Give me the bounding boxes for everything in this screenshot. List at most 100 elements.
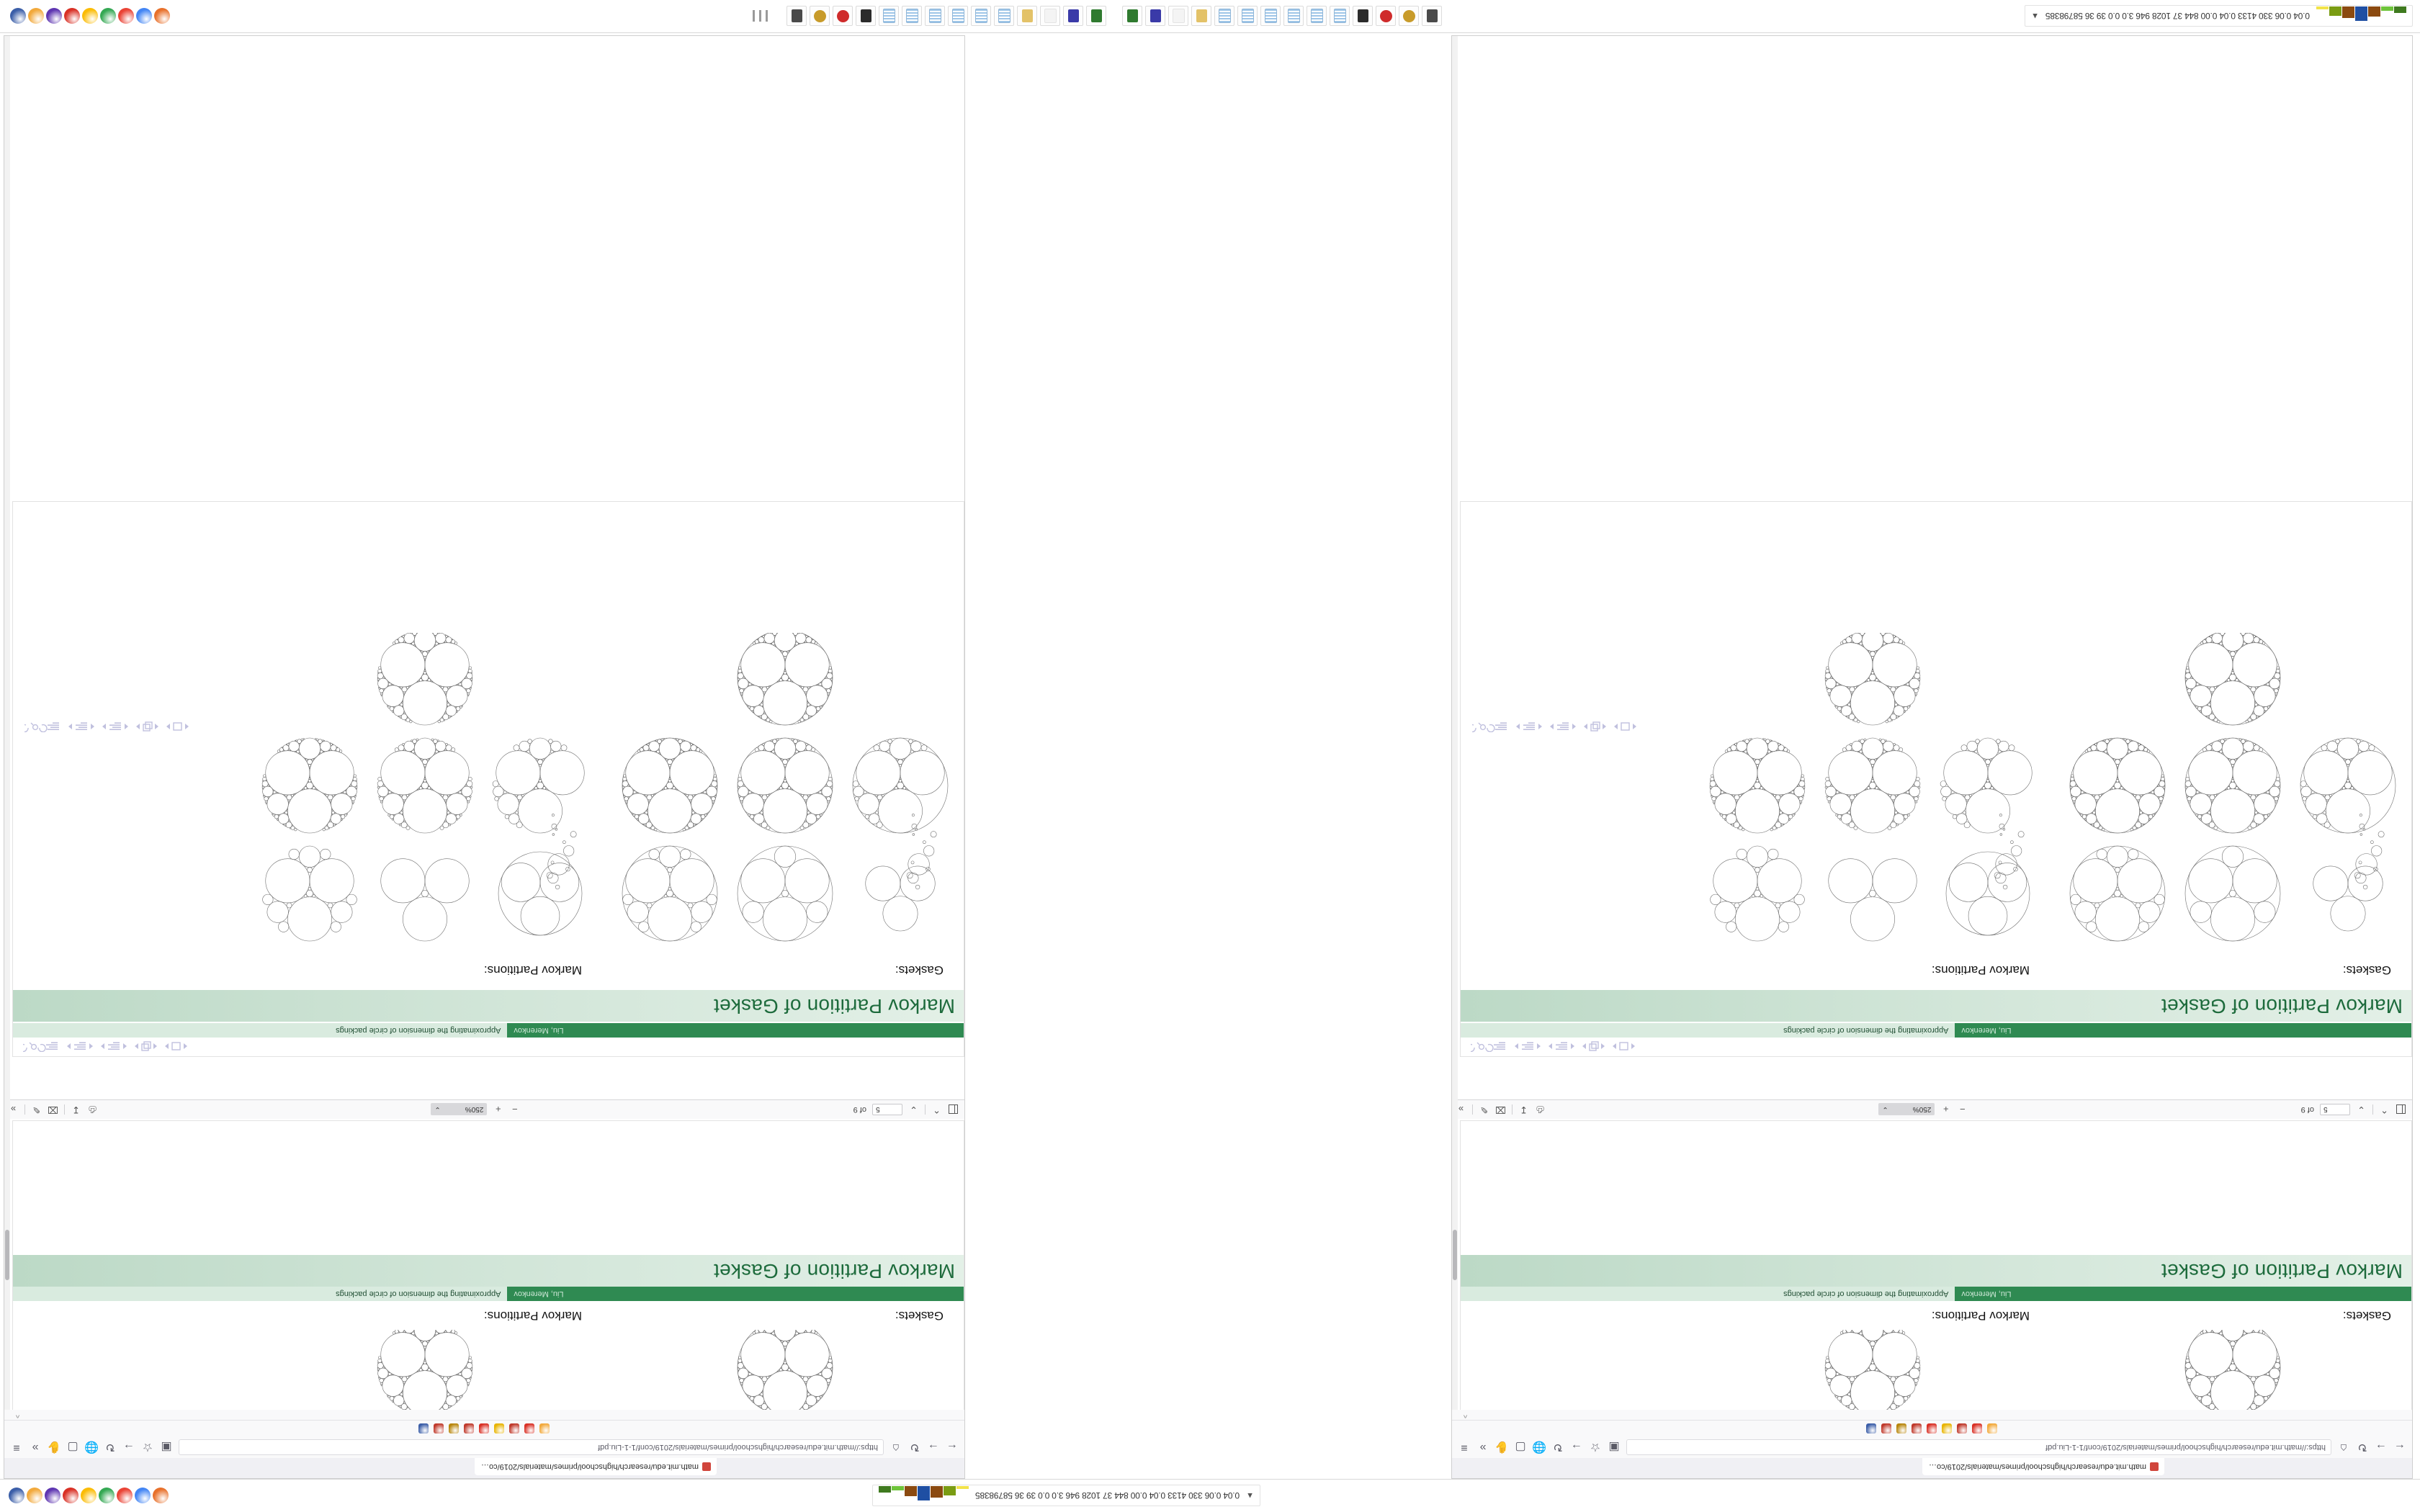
google-icon[interactable] xyxy=(117,1488,133,1504)
globe-icon[interactable]: 🌐 xyxy=(84,1441,99,1453)
google-icon[interactable] xyxy=(27,1488,42,1504)
bookmark-favicon[interactable] xyxy=(1987,1423,1998,1434)
inkscape-icon[interactable] xyxy=(1353,6,1373,27)
home-icon[interactable]: ⌂ xyxy=(2340,1441,2347,1454)
google-icon[interactable] xyxy=(100,8,116,24)
bookmark-favicon[interactable] xyxy=(479,1423,490,1434)
atom-icon[interactable] xyxy=(10,8,26,24)
extension-icon[interactable]: ✋ xyxy=(1494,1441,1509,1453)
reload-icon[interactable]: ↻ xyxy=(910,1441,920,1453)
document-icon[interactable] xyxy=(1283,6,1304,27)
extension-icon[interactable]: ✋ xyxy=(47,1441,61,1453)
bookmark-favicon[interactable] xyxy=(539,1423,550,1434)
browser-window-right[interactable]: math.mit.edu/research/highschool/primes/… xyxy=(1451,35,2413,1479)
folder-icon[interactable] xyxy=(1191,6,1212,27)
beamer-nav-symbols-bottom[interactable] xyxy=(1472,48,1638,1405)
sidebar-toggle-icon[interactable] xyxy=(948,1104,959,1115)
pocket-arrow-icon[interactable]: → xyxy=(123,1441,135,1454)
document-icon[interactable] xyxy=(902,6,923,27)
browser-tab[interactable]: math.mit.edu/research/highschool/primes/… xyxy=(1922,1458,2164,1475)
firefox-icon[interactable] xyxy=(153,1488,169,1504)
hamburger-menu-icon[interactable]: ≡ xyxy=(13,1441,20,1454)
atom-icon[interactable] xyxy=(9,1488,24,1504)
next-page-icon[interactable]: ⌄ xyxy=(910,1104,918,1115)
bookmark-favicon[interactable] xyxy=(418,1423,429,1434)
forward-arrow-icon[interactable]: → xyxy=(928,1441,939,1454)
reader-mode-icon[interactable]: ▢ xyxy=(67,1441,79,1453)
pdf-scrollbar-right[interactable] xyxy=(1452,36,1458,1410)
opera-icon[interactable] xyxy=(833,6,853,27)
opera-icon[interactable] xyxy=(118,8,134,24)
firefox-icon[interactable] xyxy=(154,8,170,24)
google-icon[interactable] xyxy=(28,8,44,24)
chrome-icon[interactable] xyxy=(63,1488,79,1504)
chevron-up-icon[interactable]: ^ xyxy=(16,1410,20,1419)
floppy-icon[interactable] xyxy=(1145,6,1166,27)
star-icon[interactable]: ☆ xyxy=(1590,1441,1601,1453)
gimp-icon[interactable] xyxy=(1399,6,1420,27)
reader-mode-icon[interactable]: ▢ xyxy=(1515,1441,1526,1453)
document-icon[interactable] xyxy=(1214,6,1235,27)
url-bar[interactable]: https://math.mit.edu/research/highschool… xyxy=(179,1439,884,1455)
zoom-out-icon[interactable]: − xyxy=(1960,1104,1966,1115)
document-icon[interactable] xyxy=(1330,6,1350,27)
archive-icon[interactable] xyxy=(1086,6,1107,27)
blank-icon[interactable] xyxy=(1168,6,1189,27)
bookmark-favicon[interactable] xyxy=(449,1423,460,1434)
star-icon[interactable]: ☆ xyxy=(142,1441,153,1453)
navigation-toolbar[interactable]: ← → ↻ ⌂ https://math.mit.edu/research/hi… xyxy=(4,1436,964,1458)
sidebar-toggle-icon[interactable] xyxy=(2396,1104,2406,1115)
chrome-icon[interactable] xyxy=(82,8,98,24)
google-icon[interactable] xyxy=(136,8,152,24)
bookmark-favicon[interactable] xyxy=(464,1423,475,1434)
chevron-up-icon[interactable]: ▲ xyxy=(1246,1491,1254,1500)
zoom-select[interactable]: 250% ⌄ xyxy=(431,1103,488,1116)
bookmark-favicon[interactable] xyxy=(1972,1423,1983,1434)
document-icon[interactable] xyxy=(879,6,900,27)
chevrons-right-icon[interactable]: » xyxy=(32,1441,39,1454)
browser-window-left[interactable]: math.mit.edu/research/highschool/primes/… xyxy=(4,35,965,1479)
beamer-nav-symbols[interactable] xyxy=(23,1040,189,1052)
floppy-icon[interactable] xyxy=(1063,6,1084,27)
terminal-icon[interactable] xyxy=(1422,6,1443,27)
bookmark-favicon[interactable] xyxy=(1927,1423,1937,1434)
document-icon[interactable] xyxy=(1237,6,1258,27)
hamburger-menu-icon[interactable]: ≡ xyxy=(1461,1441,1468,1454)
google-icon[interactable] xyxy=(99,1488,115,1504)
system-monitor-top[interactable]: ▲ 0.04 0.06 330 4133 0.04 0.00 844 37 10… xyxy=(872,1485,1260,1507)
inkscape-icon[interactable] xyxy=(856,6,877,27)
bookmark-favicon[interactable] xyxy=(1957,1423,1968,1434)
pdf-toolbar-right[interactable]: ⌃ ⌄ 5 of 9 − + 250% ⌄ ⎙ ↧ ⌧ ✎ » xyxy=(1452,1099,2412,1119)
reload-icon[interactable]: ↻ xyxy=(1553,1441,1563,1453)
back-arrow-icon[interactable]: ← xyxy=(2394,1441,2406,1454)
bookmark-favicon[interactable] xyxy=(1912,1423,1922,1434)
pdf-toolbar-left[interactable]: ⌃ ⌄ 5 of 9 − + 250% ⌄ ⎙ ↧ ⌧ ✎ » xyxy=(4,1099,964,1119)
url-bar[interactable]: https://math.mit.edu/research/highschool… xyxy=(1626,1439,2331,1455)
bookmark-favicon[interactable] xyxy=(1942,1423,1953,1434)
bookmark-favicon[interactable] xyxy=(524,1423,535,1434)
chevrons-right-icon[interactable]: » xyxy=(1479,1441,1487,1454)
terminal-icon[interactable] xyxy=(786,6,807,27)
opera-icon[interactable] xyxy=(1376,6,1397,27)
bookmark-favicon[interactable] xyxy=(434,1423,444,1434)
translate-icon[interactable]: ▣ xyxy=(1608,1441,1620,1453)
next-page-icon[interactable]: ⌄ xyxy=(2357,1104,2365,1115)
chevron-up-icon[interactable]: ▲ xyxy=(2031,12,2040,21)
gimp-icon[interactable] xyxy=(810,6,830,27)
tab-strip[interactable]: math.mit.edu/research/highschool/primes/… xyxy=(4,1458,964,1478)
globe-icon[interactable]: 🌐 xyxy=(1532,1441,1546,1453)
beamer-nav-symbols-bottom[interactable] xyxy=(24,48,190,1405)
archive-icon[interactable] xyxy=(1122,6,1143,27)
firefox-icon[interactable] xyxy=(81,1488,97,1504)
browser-tab[interactable]: math.mit.edu/research/highschool/primes/… xyxy=(475,1458,717,1475)
prev-page-icon[interactable]: ⌃ xyxy=(933,1104,941,1115)
page-number-input[interactable]: 5 xyxy=(2320,1104,2350,1115)
window-dock[interactable] xyxy=(786,6,1443,27)
bookmark-favicon[interactable] xyxy=(509,1423,520,1434)
bookmarks-bar[interactable] xyxy=(1452,1420,2412,1436)
zoom-select[interactable]: 250% ⌄ xyxy=(1878,1103,1935,1116)
prev-page-icon[interactable]: ⌃ xyxy=(2380,1104,2388,1115)
reload-icon[interactable]: ↻ xyxy=(2357,1441,2367,1453)
navigation-toolbar[interactable]: ← → ↻ ⌂ https://math.mit.edu/research/hi… xyxy=(1452,1436,2412,1458)
page-number-input[interactable]: 5 xyxy=(872,1104,902,1115)
